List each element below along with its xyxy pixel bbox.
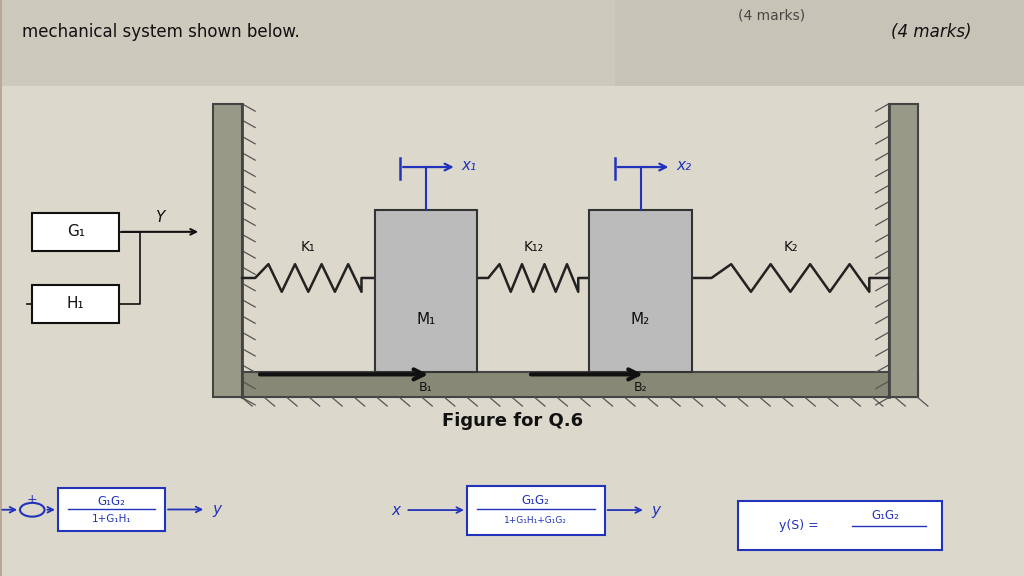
Text: 1+G₁H₁: 1+G₁H₁ (92, 514, 131, 524)
Bar (467, 486, 605, 535)
Text: G₁: G₁ (67, 224, 85, 240)
Text: B₂: B₂ (634, 381, 647, 393)
Text: K₁: K₁ (301, 240, 315, 254)
Bar (737, 501, 942, 550)
Text: +: + (27, 494, 38, 506)
Bar (33, 285, 119, 323)
Bar (242, 372, 918, 397)
Text: M₁: M₁ (417, 312, 435, 327)
Text: Y: Y (156, 210, 165, 225)
Bar (375, 210, 477, 372)
Text: y(S) =: y(S) = (779, 519, 819, 532)
Bar (2, 0, 1024, 86)
Bar (590, 210, 692, 372)
Text: Figure for Q.6: Figure for Q.6 (442, 412, 584, 430)
Text: M₂: M₂ (631, 312, 650, 327)
Text: H₁: H₁ (67, 296, 85, 312)
Text: B₁: B₁ (419, 381, 433, 393)
Text: x₁: x₁ (462, 158, 477, 173)
Text: x: x (391, 502, 400, 518)
Bar (213, 104, 242, 397)
Text: K₂: K₂ (783, 240, 798, 254)
Bar (889, 104, 918, 397)
Text: mechanical system shown below.: mechanical system shown below. (23, 23, 300, 41)
Text: y: y (212, 502, 221, 517)
Text: G₁G₂: G₁G₂ (97, 495, 125, 508)
Text: G₁G₂: G₁G₂ (522, 494, 550, 507)
Bar (57, 488, 165, 531)
Text: G₁G₂: G₁G₂ (871, 509, 899, 522)
Text: y: y (652, 502, 660, 518)
Text: (4 marks): (4 marks) (737, 9, 805, 22)
Text: 1+G₁H₁+G₁G₂: 1+G₁H₁+G₁G₂ (504, 516, 567, 525)
Bar (615, 0, 1024, 86)
Text: K₁₂: K₁₂ (523, 240, 544, 254)
Bar (33, 213, 119, 251)
Text: x₂: x₂ (677, 158, 691, 173)
Text: (4 marks): (4 marks) (891, 23, 972, 41)
